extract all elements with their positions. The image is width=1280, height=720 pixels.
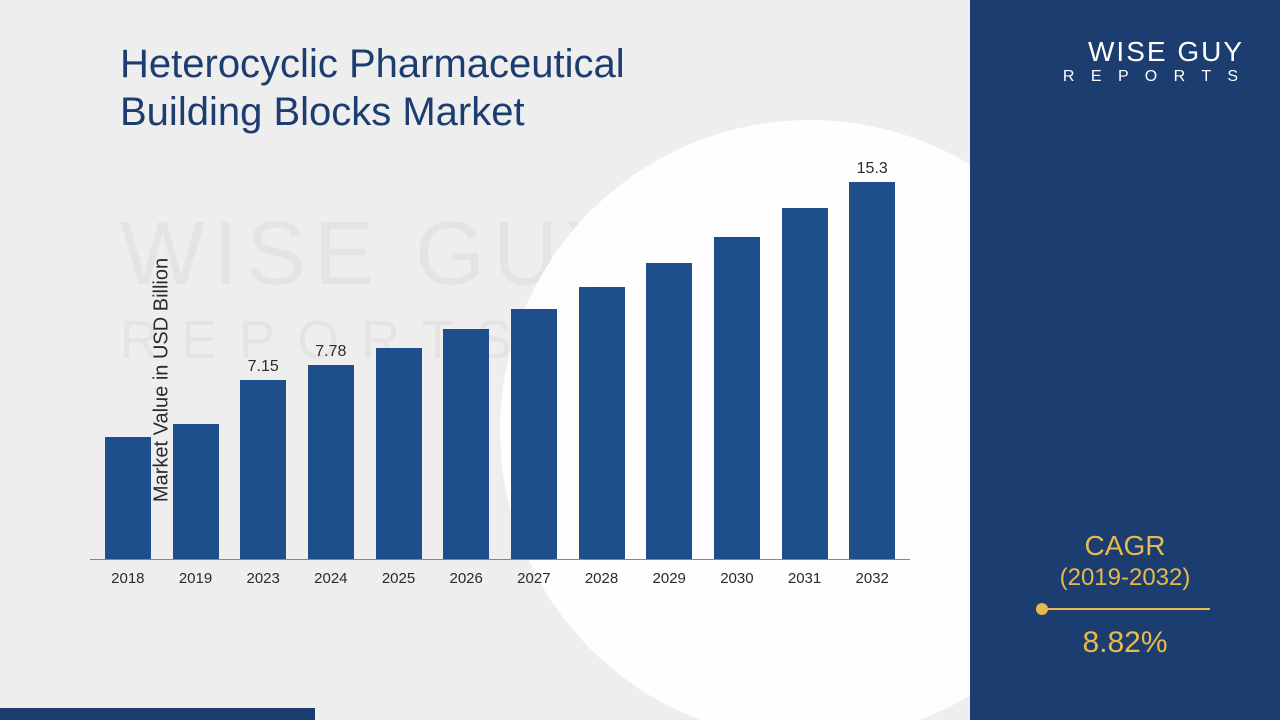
- bar-chart: Market Value in USD Billion 7.157.7815.3…: [90, 160, 910, 600]
- x-tick-label: 2031: [771, 570, 839, 587]
- bar: [714, 237, 760, 560]
- bar-col-2028: [568, 160, 636, 559]
- cagr-label: CAGR: [1010, 530, 1240, 562]
- x-tick-label: 2019: [162, 570, 230, 587]
- x-tick-label: 2028: [568, 570, 636, 587]
- bar: [511, 309, 557, 559]
- bar-col-2030: [703, 160, 771, 559]
- bar: [579, 287, 625, 560]
- x-tick-label: 2025: [365, 570, 433, 587]
- bar-col-2025: [365, 160, 433, 559]
- bar-col-2018: [94, 160, 162, 559]
- bar-value-label: 15.3: [857, 160, 888, 178]
- bar-value-label: 7.15: [248, 358, 279, 376]
- brand-logo: WISE GUY R E P O R T S: [1063, 36, 1244, 86]
- title-line-1: Heterocyclic Pharmaceutical: [120, 40, 625, 88]
- bar: [105, 437, 151, 560]
- x-tick-label: 2024: [297, 570, 365, 587]
- x-tick-label: 2030: [703, 570, 771, 587]
- x-tick-label: 2023: [229, 570, 297, 587]
- x-tick-label: 2032: [838, 570, 906, 587]
- x-tick-label: 2027: [500, 570, 568, 587]
- brand-line-1: WISE GUY: [1063, 36, 1244, 68]
- bar-col-2019: [162, 160, 230, 559]
- bars-container: 7.15 7.78 15.3: [90, 160, 910, 559]
- chart-title: Heterocyclic Pharmaceutical Building Blo…: [120, 40, 625, 136]
- cagr-divider: [1040, 608, 1210, 610]
- bar-col-2031: [771, 160, 839, 559]
- bottom-strip: [0, 708, 315, 720]
- bar-col-2027: [500, 160, 568, 559]
- market-infographic: WISE GUY REPORTS Heterocyclic Pharmaceut…: [0, 0, 1280, 720]
- title-line-2: Building Blocks Market: [120, 88, 625, 136]
- bar: [646, 263, 692, 559]
- bar: [308, 365, 354, 560]
- bar: [376, 348, 422, 559]
- cagr-range: (2019-2032): [1010, 564, 1240, 592]
- bar-col-2026: [432, 160, 500, 559]
- bar-col-2023: 7.15: [229, 160, 297, 559]
- bar-value-label: 7.78: [315, 343, 346, 361]
- bar-col-2029: [635, 160, 703, 559]
- plot-area: 7.157.7815.3 201820192023202420252026202…: [90, 160, 910, 560]
- cagr-value: 8.82%: [1010, 626, 1240, 660]
- bar: [782, 208, 828, 559]
- x-tick-label: 2026: [432, 570, 500, 587]
- bar-col-2024: 7.78: [297, 160, 365, 559]
- x-axis-labels: 2018201920232024202520262027202820292030…: [90, 570, 910, 587]
- x-tick-label: 2018: [94, 570, 162, 587]
- bar: [849, 182, 895, 559]
- brand-line-2: R E P O R T S: [1063, 68, 1244, 86]
- bar: [173, 424, 219, 559]
- bar: [240, 380, 286, 559]
- x-tick-label: 2029: [635, 570, 703, 587]
- cagr-box: CAGR (2019-2032) 8.82%: [1010, 530, 1240, 660]
- bar-col-2032: 15.3: [838, 160, 906, 559]
- bar: [443, 329, 489, 559]
